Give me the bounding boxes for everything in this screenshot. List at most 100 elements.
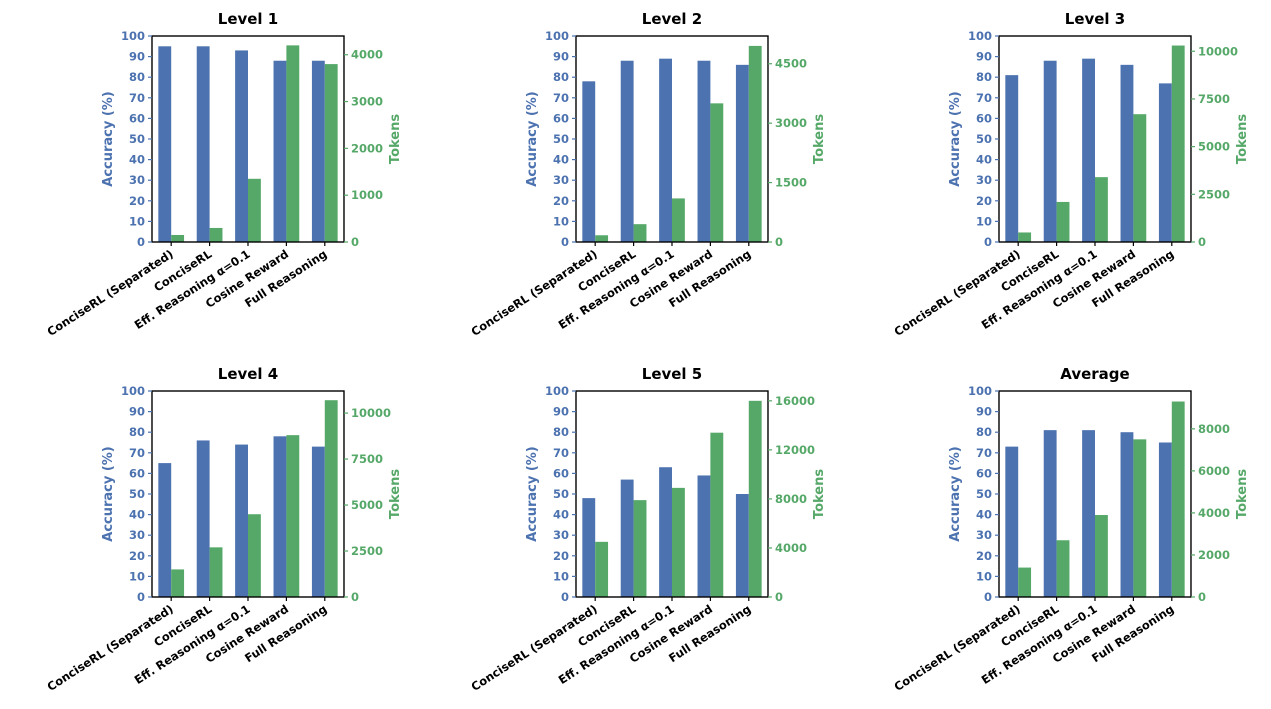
left-tick-label: 50 xyxy=(129,132,145,146)
accuracy-bar xyxy=(311,446,325,597)
accuracy-bar xyxy=(581,81,595,242)
left-tick-label: 80 xyxy=(976,425,992,439)
tokens-bar xyxy=(209,227,223,242)
tokens-bar xyxy=(286,45,300,242)
tokens-bar xyxy=(710,103,723,242)
x-tick-label: ConciseRL (Separated) xyxy=(892,601,1023,693)
chart-cell-level-2: Level 2 0 10 20 30 40 50 60 70 80 90 100 0 1500 3000 45… xyxy=(424,0,848,355)
left-axis-label: Accuracy (%) xyxy=(948,446,963,541)
tokens-bar xyxy=(633,224,647,242)
chart-title: Level 2 xyxy=(641,10,701,28)
left-tick-label: 60 xyxy=(553,466,569,480)
right-tick-label: 0 xyxy=(1198,589,1206,603)
right-tick-label: 3000 xyxy=(775,116,807,130)
right-tick-label: 4000 xyxy=(1198,505,1230,519)
accuracy-bar xyxy=(1082,429,1096,597)
left-tick-label: 40 xyxy=(129,507,145,521)
tokens-bar xyxy=(1018,567,1032,597)
right-tick-label: 10000 xyxy=(351,406,391,420)
left-tick-label: 20 xyxy=(553,548,569,562)
right-axis-label: Tokens xyxy=(388,468,403,518)
left-tick-label: 10 xyxy=(129,214,145,228)
right-axis-label: Tokens xyxy=(812,468,827,518)
right-tick-label: 1500 xyxy=(775,176,807,190)
left-tick-label: 60 xyxy=(976,466,992,480)
right-axis-label: Tokens xyxy=(388,114,403,164)
accuracy-bar xyxy=(1005,75,1019,242)
right-tick-label: 0 xyxy=(1198,235,1206,249)
left-tick-label: 40 xyxy=(976,507,992,521)
left-tick-label: 30 xyxy=(976,528,992,542)
accuracy-bar xyxy=(658,466,672,597)
left-tick-label: 40 xyxy=(553,507,569,521)
left-tick-label: 0 xyxy=(984,235,992,249)
chart-average: Average 0 10 20 30 40 50 60 70 80 90 100 0 2000 4000 60… xyxy=(892,365,1250,694)
right-tick-label: 3000 xyxy=(351,95,383,109)
chart-title: Level 5 xyxy=(641,365,701,383)
right-tick-label: 0 xyxy=(351,589,359,603)
left-tick-label: 20 xyxy=(976,548,992,562)
chart-cell-level-3: Level 3 0 10 20 30 40 50 60 70 80 90 100 0 2500 5000 75… xyxy=(847,0,1271,355)
left-tick-label: 10 xyxy=(553,569,569,583)
left-tick-label: 80 xyxy=(129,70,145,84)
tokens-bar xyxy=(594,541,608,597)
left-tick-label: 10 xyxy=(976,214,992,228)
chart-title: Average xyxy=(1061,365,1130,383)
tokens-bar xyxy=(710,432,723,597)
left-tick-label: 30 xyxy=(976,173,992,187)
tokens-bar xyxy=(633,499,647,597)
right-tick-label: 4000 xyxy=(775,540,807,554)
left-tick-label: 80 xyxy=(553,70,569,84)
right-tick-label: 5000 xyxy=(351,498,383,512)
left-axis-label: Accuracy (%) xyxy=(525,446,540,541)
accuracy-bar xyxy=(1120,64,1134,242)
left-tick-label: 30 xyxy=(129,173,145,187)
right-tick-label: 16000 xyxy=(775,393,815,407)
left-tick-label: 50 xyxy=(976,132,992,146)
left-tick-label: 70 xyxy=(129,445,145,459)
accuracy-bar xyxy=(581,497,595,597)
left-tick-label: 40 xyxy=(129,153,145,167)
right-tick-label: 2500 xyxy=(1198,187,1230,201)
accuracy-bar xyxy=(697,60,711,242)
left-tick-label: 100 xyxy=(545,29,569,43)
left-axis-label: Accuracy (%) xyxy=(101,91,116,186)
right-tick-label: 0 xyxy=(775,235,783,249)
chart-title: Level 4 xyxy=(218,365,278,383)
left-axis-label: Accuracy (%) xyxy=(948,91,963,186)
right-tick-label: 1000 xyxy=(351,188,383,202)
left-tick-label: 70 xyxy=(976,445,992,459)
right-tick-label: 5000 xyxy=(1198,140,1230,154)
left-tick-label: 30 xyxy=(129,528,145,542)
right-tick-label: 10000 xyxy=(1198,44,1238,58)
left-tick-label: 80 xyxy=(553,425,569,439)
accuracy-bar xyxy=(1159,442,1173,597)
right-axis-label: Tokens xyxy=(812,114,827,164)
accuracy-bar xyxy=(1044,60,1057,242)
tokens-bar xyxy=(171,234,185,242)
x-tick-label: ConciseRL (Separated) xyxy=(45,601,176,693)
left-tick-label: 10 xyxy=(553,214,569,228)
accuracy-bar xyxy=(311,60,325,242)
left-tick-label: 70 xyxy=(553,445,569,459)
tokens-bar xyxy=(1172,45,1185,242)
right-axis-label: Tokens xyxy=(1235,114,1250,164)
tokens-bar xyxy=(748,45,762,242)
left-tick-label: 20 xyxy=(976,194,992,208)
tokens-bar xyxy=(1018,232,1032,242)
left-tick-label: 0 xyxy=(137,589,145,603)
x-tick-label: ConciseRL (Separated) xyxy=(468,601,599,693)
left-tick-label: 100 xyxy=(121,29,145,43)
left-tick-label: 10 xyxy=(129,569,145,583)
accuracy-bar xyxy=(735,493,749,597)
accuracy-bar xyxy=(1082,58,1096,242)
left-tick-label: 90 xyxy=(553,50,569,64)
tokens-bar xyxy=(324,64,338,242)
right-axis-label: Tokens xyxy=(1235,468,1250,518)
chart-cell-level-5: Level 5 0 10 20 30 40 50 60 70 80 90 100 0 4000 8000 12… xyxy=(424,355,848,709)
tokens-bar xyxy=(594,235,608,242)
tokens-bar xyxy=(1095,177,1109,242)
tokens-bar xyxy=(171,568,185,597)
x-tick-label: ConciseRL (Separated) xyxy=(892,247,1023,339)
left-tick-label: 60 xyxy=(129,466,145,480)
